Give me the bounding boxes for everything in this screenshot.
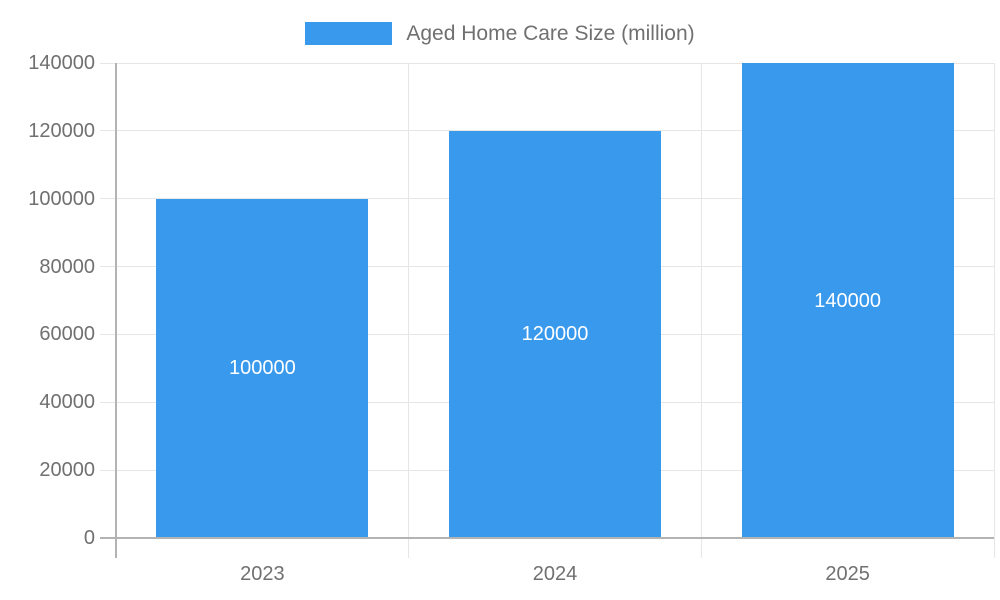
x-tick-label: 2025 [825, 563, 870, 585]
y-tick-label: 20000 [39, 459, 95, 482]
x-gridline [700, 63, 702, 538]
x-tick-label: 2024 [532, 563, 578, 585]
x-axis-line [100, 537, 994, 539]
y-axis-tick [100, 130, 116, 132]
bar[interactable] [156, 198, 369, 538]
y-axis-tick [100, 333, 116, 335]
bar-value-label: 140000 [814, 289, 882, 312]
y-axis-tick [100, 62, 116, 64]
y-tick-label: 0 [83, 527, 95, 549]
bar-value-label: 120000 [521, 323, 589, 346]
y-axis-tick [100, 401, 116, 403]
legend-label: Aged Home Care Size (million) [406, 22, 695, 45]
y-axis-line [115, 63, 117, 558]
y-axis-tick [100, 198, 116, 200]
y-axis-tick [100, 266, 116, 268]
y-tick-label: 80000 [39, 255, 95, 278]
y-tick-label: 120000 [28, 119, 95, 142]
x-gridline [408, 63, 410, 538]
bar[interactable] [449, 130, 661, 538]
y-tick-label: 140000 [28, 52, 95, 74]
legend-swatch [305, 22, 393, 45]
x-gridline [993, 63, 995, 538]
y-axis-tick [100, 469, 116, 471]
x-axis-tick [993, 538, 995, 558]
x-tick-label: 2023 [240, 563, 285, 585]
y-gridline [116, 62, 994, 64]
x-axis-tick [700, 538, 702, 558]
legend[interactable]: Aged Home Care Size (million) [0, 22, 1000, 45]
x-axis-tick [408, 538, 410, 558]
y-tick-label: 100000 [28, 187, 95, 210]
bar[interactable] [741, 63, 954, 538]
bar-value-label: 100000 [228, 357, 296, 380]
y-tick-label: 60000 [39, 323, 95, 346]
y-tick-label: 40000 [39, 391, 95, 414]
